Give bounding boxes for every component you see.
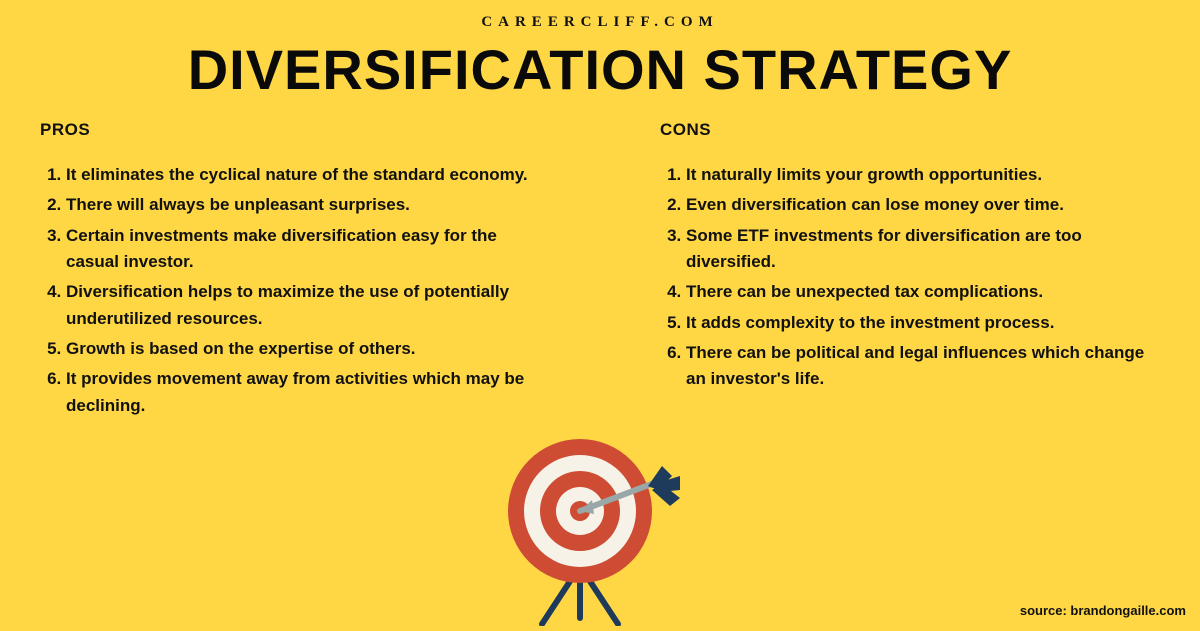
target-icon bbox=[480, 416, 690, 626]
pros-list: It eliminates the cyclical nature of the… bbox=[40, 162, 540, 419]
list-item: Some ETF investments for diversification… bbox=[686, 223, 1160, 276]
site-label: CAREERCLIFF.COM bbox=[0, 0, 1200, 31]
cons-column: CONS It naturally limits your growth opp… bbox=[660, 120, 1160, 423]
list-item: There can be unexpected tax complication… bbox=[686, 279, 1160, 305]
list-item: It naturally limits your growth opportun… bbox=[686, 162, 1160, 188]
cons-list: It naturally limits your growth opportun… bbox=[660, 162, 1160, 393]
list-item: Even diversification can lose money over… bbox=[686, 192, 1160, 218]
cons-header: CONS bbox=[660, 120, 1160, 140]
source-credit: source: brandongaille.com bbox=[1020, 603, 1186, 618]
list-item: There will always be unpleasant surprise… bbox=[66, 192, 540, 218]
columns: PROS It eliminates the cyclical nature o… bbox=[0, 102, 1200, 423]
list-item: It eliminates the cyclical nature of the… bbox=[66, 162, 540, 188]
list-item: Growth is based on the expertise of othe… bbox=[66, 336, 540, 362]
list-item: Diversification helps to maximize the us… bbox=[66, 279, 540, 332]
list-item: It provides movement away from activitie… bbox=[66, 366, 540, 419]
page-title: DIVERSIFICATION STRATEGY bbox=[0, 37, 1200, 102]
pros-column: PROS It eliminates the cyclical nature o… bbox=[40, 120, 540, 423]
pros-header: PROS bbox=[40, 120, 540, 140]
source-value: brandongaille.com bbox=[1070, 603, 1186, 618]
list-item: There can be political and legal influen… bbox=[686, 340, 1160, 393]
source-label: source: bbox=[1020, 603, 1071, 618]
list-item: It adds complexity to the investment pro… bbox=[686, 310, 1160, 336]
list-item: Certain investments make diversification… bbox=[66, 223, 540, 276]
